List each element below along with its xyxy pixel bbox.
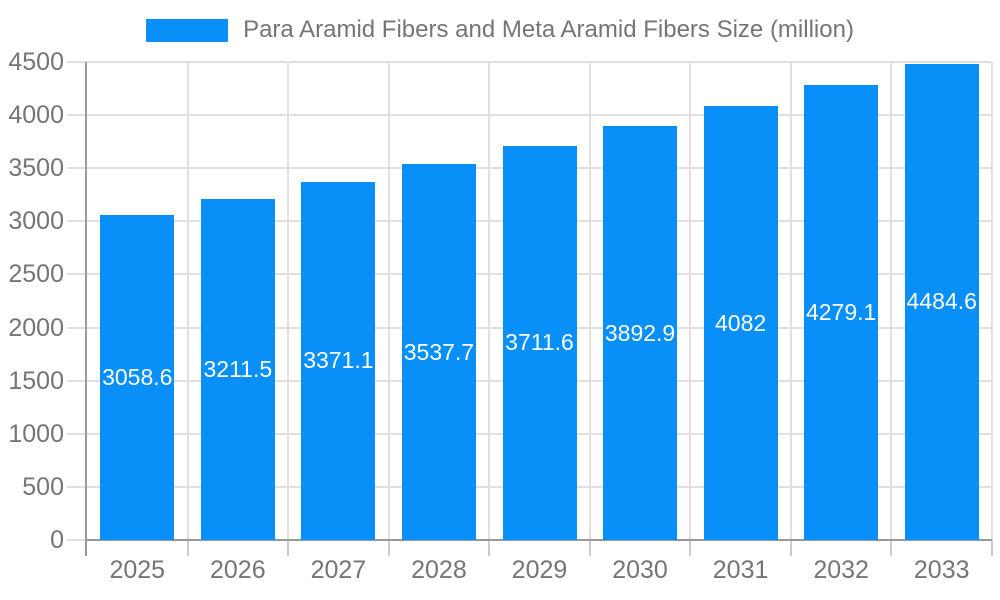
y-axis-tick (67, 326, 87, 329)
y-axis-tick (67, 432, 87, 435)
y-axis-label: 1000 (8, 419, 64, 448)
x-axis-label: 2028 (411, 556, 467, 584)
x-axis-tick (488, 540, 491, 556)
bar-value-label: 3711.6 (505, 329, 574, 356)
y-axis-tick (67, 114, 87, 117)
x-axis-tick (387, 540, 390, 556)
bar-2027[interactable]: 3371.1 (301, 181, 376, 540)
y-axis-label: 4000 (8, 101, 64, 130)
bar-2028[interactable]: 3537.7 (401, 164, 476, 540)
bar-value-label: 3058.6 (102, 364, 173, 391)
x-axis-label: 2029 (511, 556, 568, 584)
bar-value-label: 4082 (715, 309, 767, 336)
x-axis-label: 2031 (712, 556, 769, 584)
y-axis-label: 2500 (8, 260, 64, 289)
y-axis-label: 0 (50, 526, 64, 554)
bar-value-label: 3371.1 (303, 347, 374, 374)
x-axis-label: 2025 (109, 556, 166, 584)
gridline-vertical (890, 62, 893, 540)
y-axis-label: 2000 (8, 313, 64, 342)
x-axis-label: 2032 (813, 556, 869, 584)
gridline-vertical (287, 62, 290, 540)
x-axis-tick (186, 540, 189, 556)
gridline-vertical (789, 62, 792, 540)
y-axis-tick (67, 273, 87, 276)
gridline-vertical (588, 62, 591, 540)
x-axis-line (85, 539, 992, 541)
y-axis-tick (67, 539, 87, 541)
bar-value-label: 4484.6 (906, 288, 977, 315)
y-axis-label: 3500 (8, 154, 64, 183)
y-axis-label: 500 (22, 472, 64, 501)
bar-2029[interactable]: 3711.6 (502, 145, 577, 540)
y-axis-tick (67, 220, 87, 223)
x-axis-tick (991, 540, 993, 556)
y-axis-line (85, 62, 87, 556)
x-axis-tick (789, 540, 792, 556)
x-axis-label: 2030 (612, 556, 668, 584)
bar-2025[interactable]: 3058.6 (100, 215, 175, 540)
y-axis-tick (67, 61, 87, 63)
gridline-vertical (186, 62, 189, 540)
bar-value-label: 3537.7 (403, 338, 475, 365)
y-axis-label: 3000 (8, 207, 64, 236)
y-axis-label: 1500 (8, 366, 64, 395)
gridline-vertical (488, 62, 491, 540)
x-axis-tick (588, 540, 591, 556)
gridline-vertical (387, 62, 390, 540)
bar-2026[interactable]: 3211.5 (200, 198, 275, 540)
bar-2031[interactable]: 4082 (703, 106, 778, 540)
y-axis-label: 4500 (8, 48, 64, 76)
gridline-vertical (689, 62, 692, 540)
legend-item[interactable]: Para Aramid Fibers and Meta Aramid Fiber… (146, 16, 854, 45)
y-axis-tick (67, 485, 87, 488)
bar-2032[interactable]: 4279.1 (804, 85, 879, 540)
x-axis-label: 2026 (210, 556, 266, 584)
bar-value-label: 3892.9 (604, 319, 676, 346)
x-axis-tick (890, 540, 893, 556)
x-axis-label: 2033 (913, 556, 970, 584)
gridline-vertical (991, 62, 993, 540)
bar-value-label: 4279.1 (805, 299, 877, 326)
x-axis-tick (287, 540, 290, 556)
bar-2030[interactable]: 3892.9 (603, 126, 678, 540)
gridline-horizontal (87, 61, 992, 63)
legend-label: Para Aramid Fibers and Meta Aramid Fiber… (243, 16, 854, 43)
bar-2033[interactable]: 4484.6 (904, 63, 979, 540)
x-axis-tick (689, 540, 692, 556)
bar-value-label: 3211.5 (203, 355, 273, 382)
y-axis-tick (67, 167, 87, 170)
x-axis-label: 2027 (310, 556, 367, 584)
gridline-horizontal (87, 114, 992, 117)
y-axis-tick (67, 379, 87, 382)
legend-swatch (146, 18, 229, 42)
